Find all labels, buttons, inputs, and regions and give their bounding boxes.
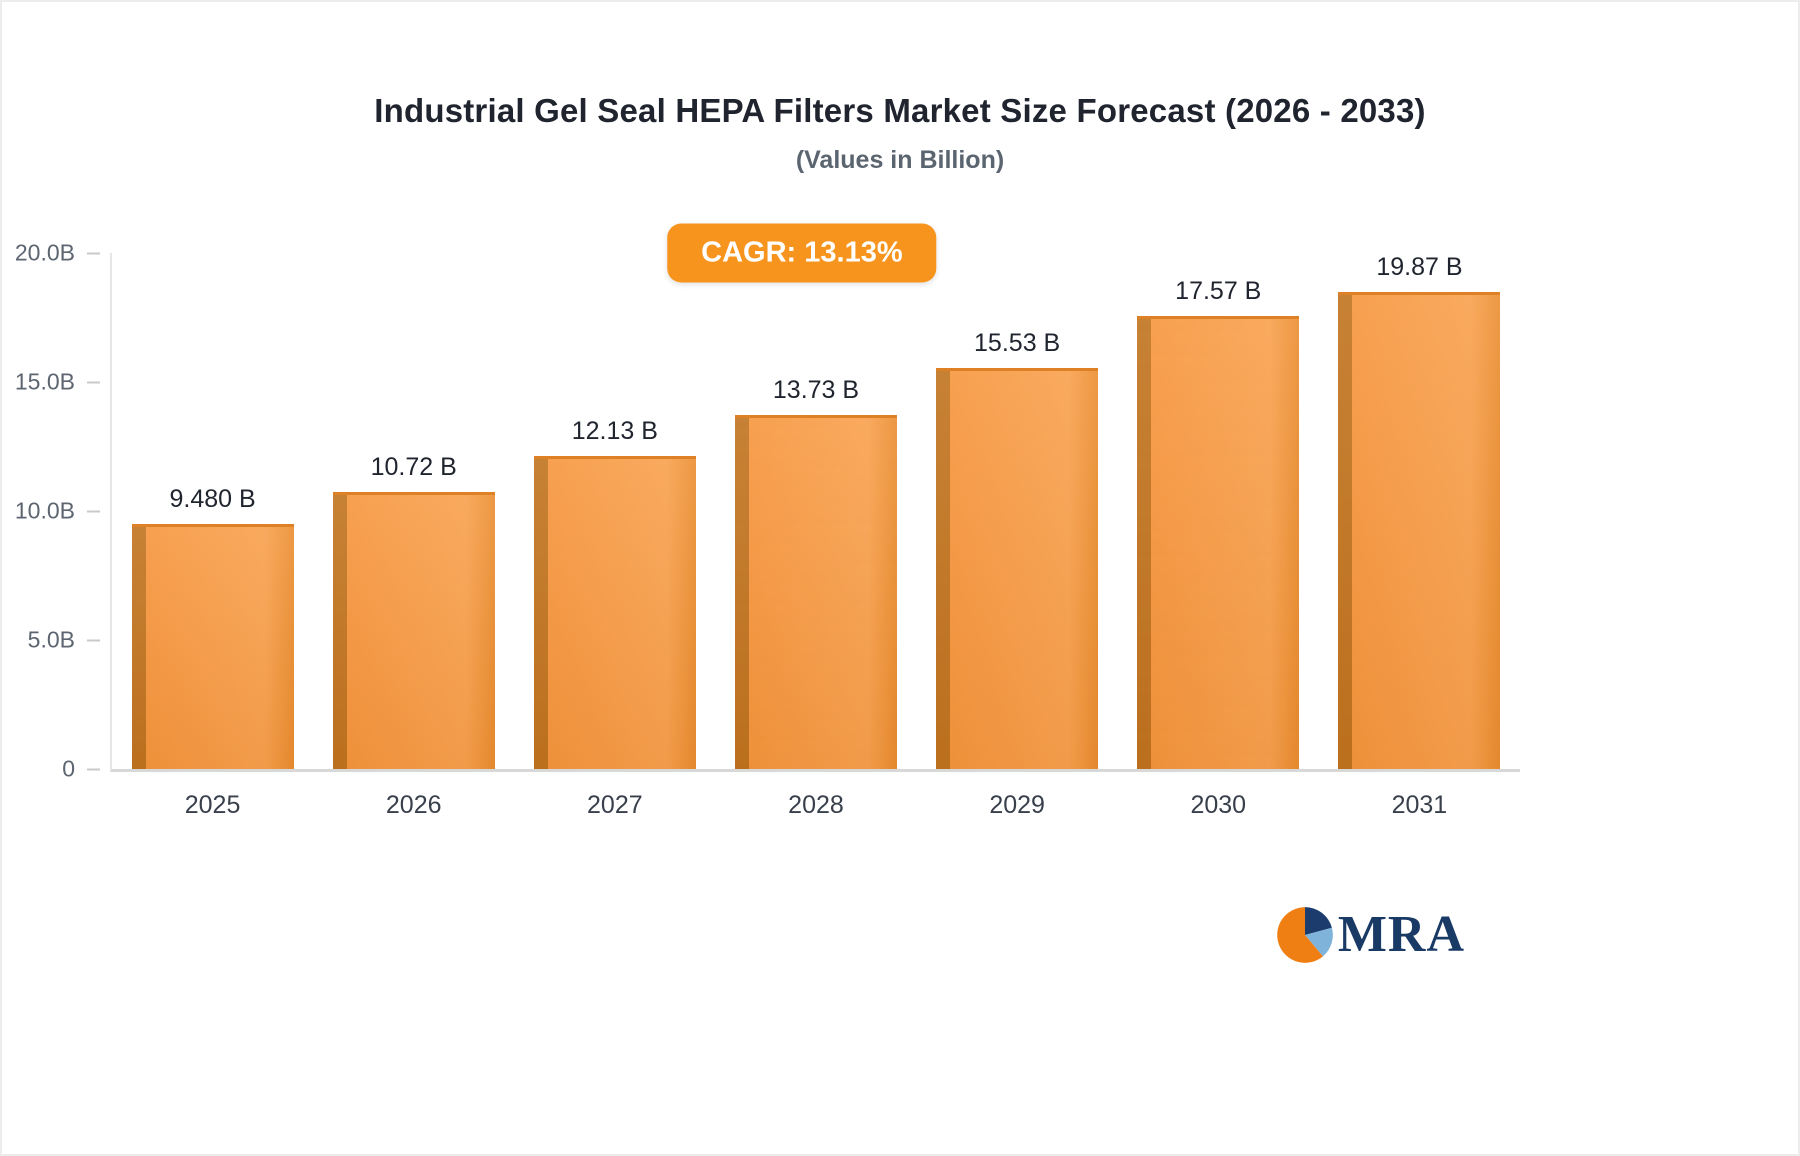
- bar-value-label: 19.87 B: [1376, 253, 1463, 281]
- bar: [1137, 315, 1300, 769]
- bar-value-label: 15.53 B: [974, 329, 1061, 358]
- x-axis-label: 2028: [788, 791, 844, 819]
- bar-value-label: 12.13 B: [571, 417, 658, 446]
- tick-mark: [87, 510, 100, 512]
- cagr-badge: CAGR: 13.13%: [667, 223, 937, 283]
- chart-subtitle: (Values in Billion): [795, 146, 1005, 174]
- bar-slot: 9.480 B: [112, 253, 313, 769]
- bar-slot: 10.72 B: [313, 253, 514, 769]
- bar-value-label: 9.480 B: [169, 485, 256, 514]
- y-axis-tick-label: 5.0B: [27, 626, 75, 653]
- x-axis-labels: 2025 2026 2027 2028 2029 2030 2031: [112, 791, 1520, 820]
- bar: [936, 368, 1099, 769]
- bar-slot: 13.73 B: [715, 253, 916, 769]
- y-axis-tick-label: 20.0B: [14, 239, 75, 266]
- bar-slot: 19.87 B: [1319, 253, 1520, 769]
- bar-value-label: 13.73 B: [772, 375, 860, 404]
- bar-slot: 12.13 B: [514, 253, 715, 769]
- x-axis-label: 2031: [1391, 791, 1448, 819]
- tick-mark: [87, 639, 100, 641]
- tick-mark: [87, 252, 100, 254]
- x-axis-label: 2027: [587, 791, 643, 819]
- y-axis-tick: 5.0B: [28, 627, 100, 654]
- bar: [533, 456, 696, 769]
- y-axis-tick: 20.0B: [15, 240, 100, 267]
- y-axis-tick-label: 10.0B: [14, 497, 75, 524]
- logo-text: MRA: [1337, 906, 1465, 963]
- tick-mark: [87, 381, 100, 383]
- bar-value-label: 10.72 B: [370, 453, 457, 482]
- y-axis-tick: 0: [62, 756, 100, 783]
- tick-mark: [87, 768, 100, 770]
- x-axis-label: 2030: [1190, 791, 1247, 819]
- x-axis-label: 2025: [184, 791, 241, 819]
- y-axis-tick-label: 15.0B: [14, 368, 75, 395]
- brand-logo: MRA: [1276, 905, 1465, 964]
- bar: [1338, 292, 1501, 769]
- bars-row: 9.480 B 10.72 B 12.13 B 13.73 B 15.53 B 17.57…: [112, 253, 1520, 769]
- bar-value-label: 17.57 B: [1175, 276, 1262, 305]
- bar: [332, 492, 495, 769]
- logo-pie-icon: [1277, 906, 1333, 963]
- y-axis-tick-label: 0: [62, 755, 75, 782]
- plot-area: CAGR: 13.13% 20.0B 15.0B 10.0B 5.0B 0 9.480 …: [15, 223, 1520, 819]
- bar: [734, 414, 897, 769]
- y-axis-tick: 10.0B: [15, 498, 100, 525]
- chart-title: Industrial Gel Seal HEPA Filters Market …: [374, 92, 1426, 129]
- x-axis-label: 2029: [989, 791, 1045, 819]
- bar-slot: 17.57 B: [1118, 253, 1319, 769]
- x-axis-label: 2026: [385, 791, 442, 819]
- bar: [131, 524, 294, 769]
- y-axis-tick: 15.0B: [15, 369, 100, 396]
- bar-slot: 15.53 B: [917, 253, 1118, 769]
